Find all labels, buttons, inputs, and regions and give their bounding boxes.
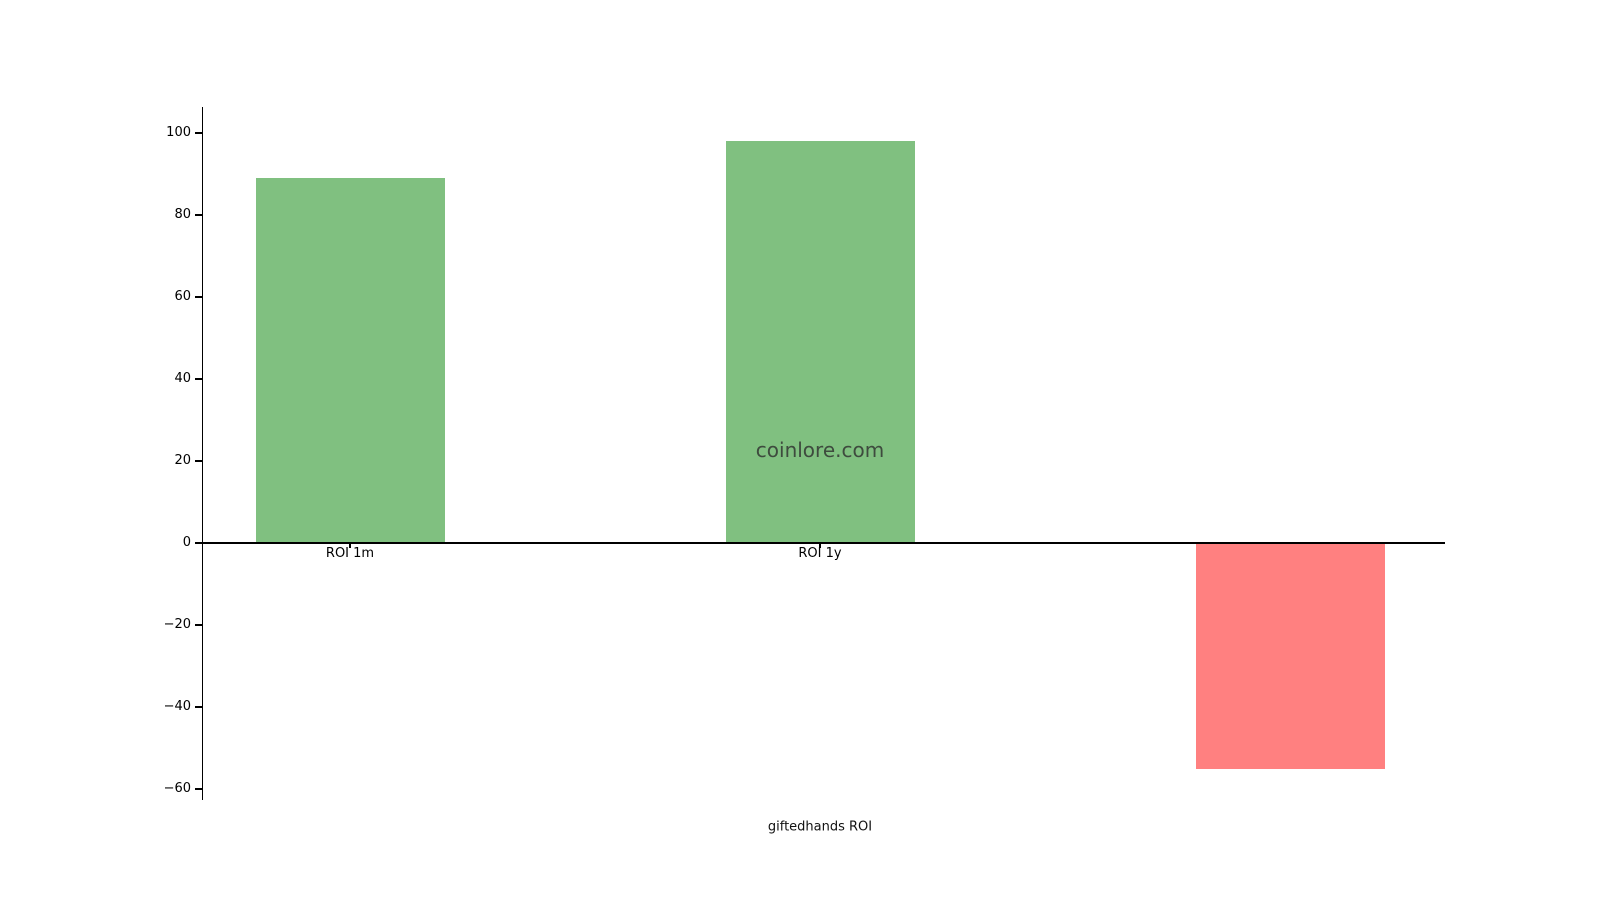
x-tick-label: ROI 1m <box>325 546 375 561</box>
y-tick-mark <box>195 460 202 462</box>
watermark: coinlore.com <box>755 438 885 462</box>
y-tick-mark <box>195 706 202 708</box>
x-tick-mark <box>819 543 821 548</box>
y-tick-label: −60 <box>163 781 191 796</box>
y-tick-mark <box>195 296 202 298</box>
y-axis-line <box>202 107 204 801</box>
x-tick-label: ROI 1y <box>798 546 842 561</box>
y-tick-mark <box>195 132 202 134</box>
x-tick-mark <box>349 543 351 548</box>
y-tick-mark <box>195 214 202 216</box>
y-tick-mark <box>195 788 202 790</box>
y-tick-label: 20 <box>174 453 191 468</box>
y-tick-label: 60 <box>174 289 191 304</box>
bar-series-3 <box>1195 543 1385 769</box>
y-tick-label: −20 <box>163 617 191 632</box>
bar-ROI 1m <box>255 178 445 543</box>
chart-title: giftedhands ROI <box>767 819 873 835</box>
y-tick-label: 100 <box>166 125 191 140</box>
bar-ROI 1y <box>725 141 915 543</box>
y-tick-label: 0 <box>182 535 191 550</box>
y-tick-mark <box>195 378 202 380</box>
x-axis-line <box>202 542 1445 544</box>
y-tick-label: 80 <box>174 207 191 222</box>
y-tick-mark <box>195 542 202 544</box>
y-tick-label: −40 <box>163 699 191 714</box>
y-tick-mark <box>195 624 202 626</box>
y-tick-label: 40 <box>174 371 191 386</box>
